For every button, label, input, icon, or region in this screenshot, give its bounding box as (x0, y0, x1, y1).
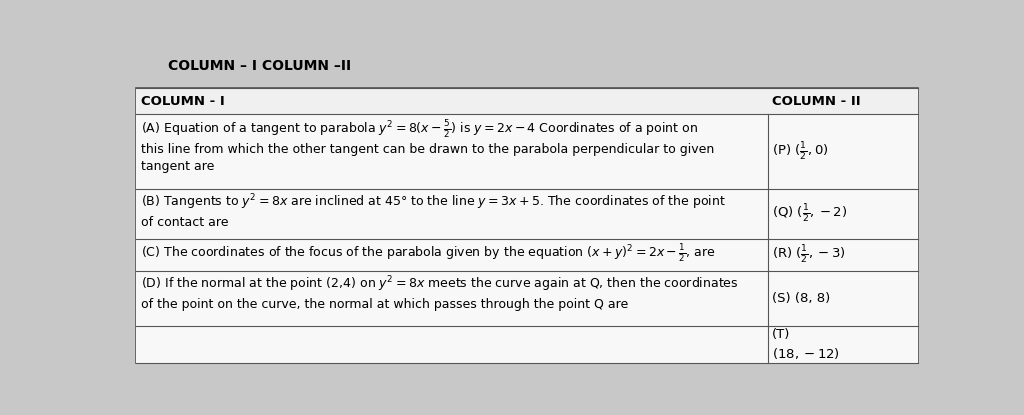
Text: (T)
$(18,-12)$: (T) $(18,-12)$ (772, 328, 841, 361)
Bar (136, 189, 918, 239)
Bar (136, 271, 918, 326)
Bar (136, 239, 918, 271)
Text: COLUMN - II: COLUMN - II (772, 95, 861, 108)
Text: (Q) $(\frac{1}{2},-2)$: (Q) $(\frac{1}{2},-2)$ (772, 203, 848, 225)
Text: COLUMN – I COLUMN –II: COLUMN – I COLUMN –II (168, 59, 351, 73)
Bar (136, 114, 918, 189)
Text: (C) The coordinates of the focus of the parabola given by the equation $(x+y)^2=: (C) The coordinates of the focus of the … (140, 242, 716, 264)
Text: (A) Equation of a tangent to parabola $y^2=8(x-\frac{5}{2})$ is $y=2x-4$ Coordin: (A) Equation of a tangent to parabola $y… (140, 118, 714, 173)
Text: (D) If the normal at the point (2,4) on $y^2=8x$ meets the curve again at Q, the: (D) If the normal at the point (2,4) on … (140, 275, 738, 311)
Text: (P) $(\frac{1}{2},0)$: (P) $(\frac{1}{2},0)$ (772, 141, 828, 163)
Text: (B) Tangents to $y^2=8x$ are inclined at 45° to the line $y=3x+5$. The coordinat: (B) Tangents to $y^2=8x$ are inclined at… (140, 193, 726, 229)
Text: (S) (8, 8): (S) (8, 8) (772, 292, 830, 305)
Text: (R) $(\frac{1}{2},-3)$: (R) $(\frac{1}{2},-3)$ (772, 244, 846, 266)
Bar (136, 88, 918, 363)
Bar (136, 326, 918, 363)
Text: COLUMN - I: COLUMN - I (140, 95, 224, 108)
Bar (136, 88, 918, 114)
